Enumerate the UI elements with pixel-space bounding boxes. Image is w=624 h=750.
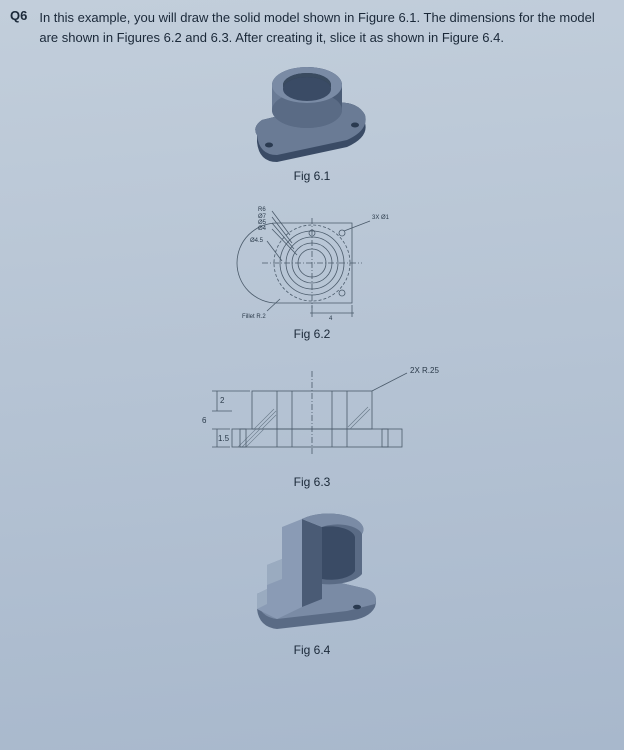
fig63-svg: 2X R.25 2 6 1.5 (182, 351, 442, 471)
dim-d45: Ø4.5 (250, 238, 264, 244)
fig62-caption: Fig 6.2 (294, 327, 331, 341)
dim-d4: Ø4 (258, 226, 267, 232)
fig64-caption: Fig 6.4 (294, 643, 331, 657)
dim-r6: R6 (258, 207, 266, 213)
figure-6-1: Fig 6.1 (237, 55, 387, 189)
question-header: Q6 In this example, you will draw the so… (10, 8, 614, 47)
dim-2x-r25: 2X R.25 (410, 366, 439, 375)
dim-width: 4 (329, 316, 333, 322)
figure-6-2: R6 Ø7 Ø5 Ø4 Ø4.5 3X Ø1 Fillet R.2 4 Fig … (222, 193, 402, 347)
dim-h2: 2 (220, 396, 225, 405)
dim-fillet: Fillet R.2 (242, 314, 266, 320)
figure-6-4: Fig 6.4 (227, 499, 397, 663)
question-text: In this example, you will draw the solid… (39, 8, 614, 47)
fig61-caption: Fig 6.1 (294, 169, 331, 183)
fig61-svg (237, 55, 387, 165)
dim-h15: 1.5 (218, 434, 230, 443)
fig62-svg: R6 Ø7 Ø5 Ø4 Ø4.5 3X Ø1 Fillet R.2 4 (222, 193, 402, 323)
question-number: Q6 (10, 8, 27, 23)
fig63-caption: Fig 6.3 (294, 475, 331, 489)
fig64-svg (227, 499, 397, 639)
figure-6-3: 2X R.25 2 6 1.5 Fig 6.3 (182, 351, 442, 495)
exercise-page: Q6 In this example, you will draw the so… (0, 0, 624, 750)
dim-3x: 3X Ø1 (372, 215, 390, 221)
figures-container: Fig 6.1 (10, 55, 614, 663)
dim-h6: 6 (202, 416, 207, 425)
